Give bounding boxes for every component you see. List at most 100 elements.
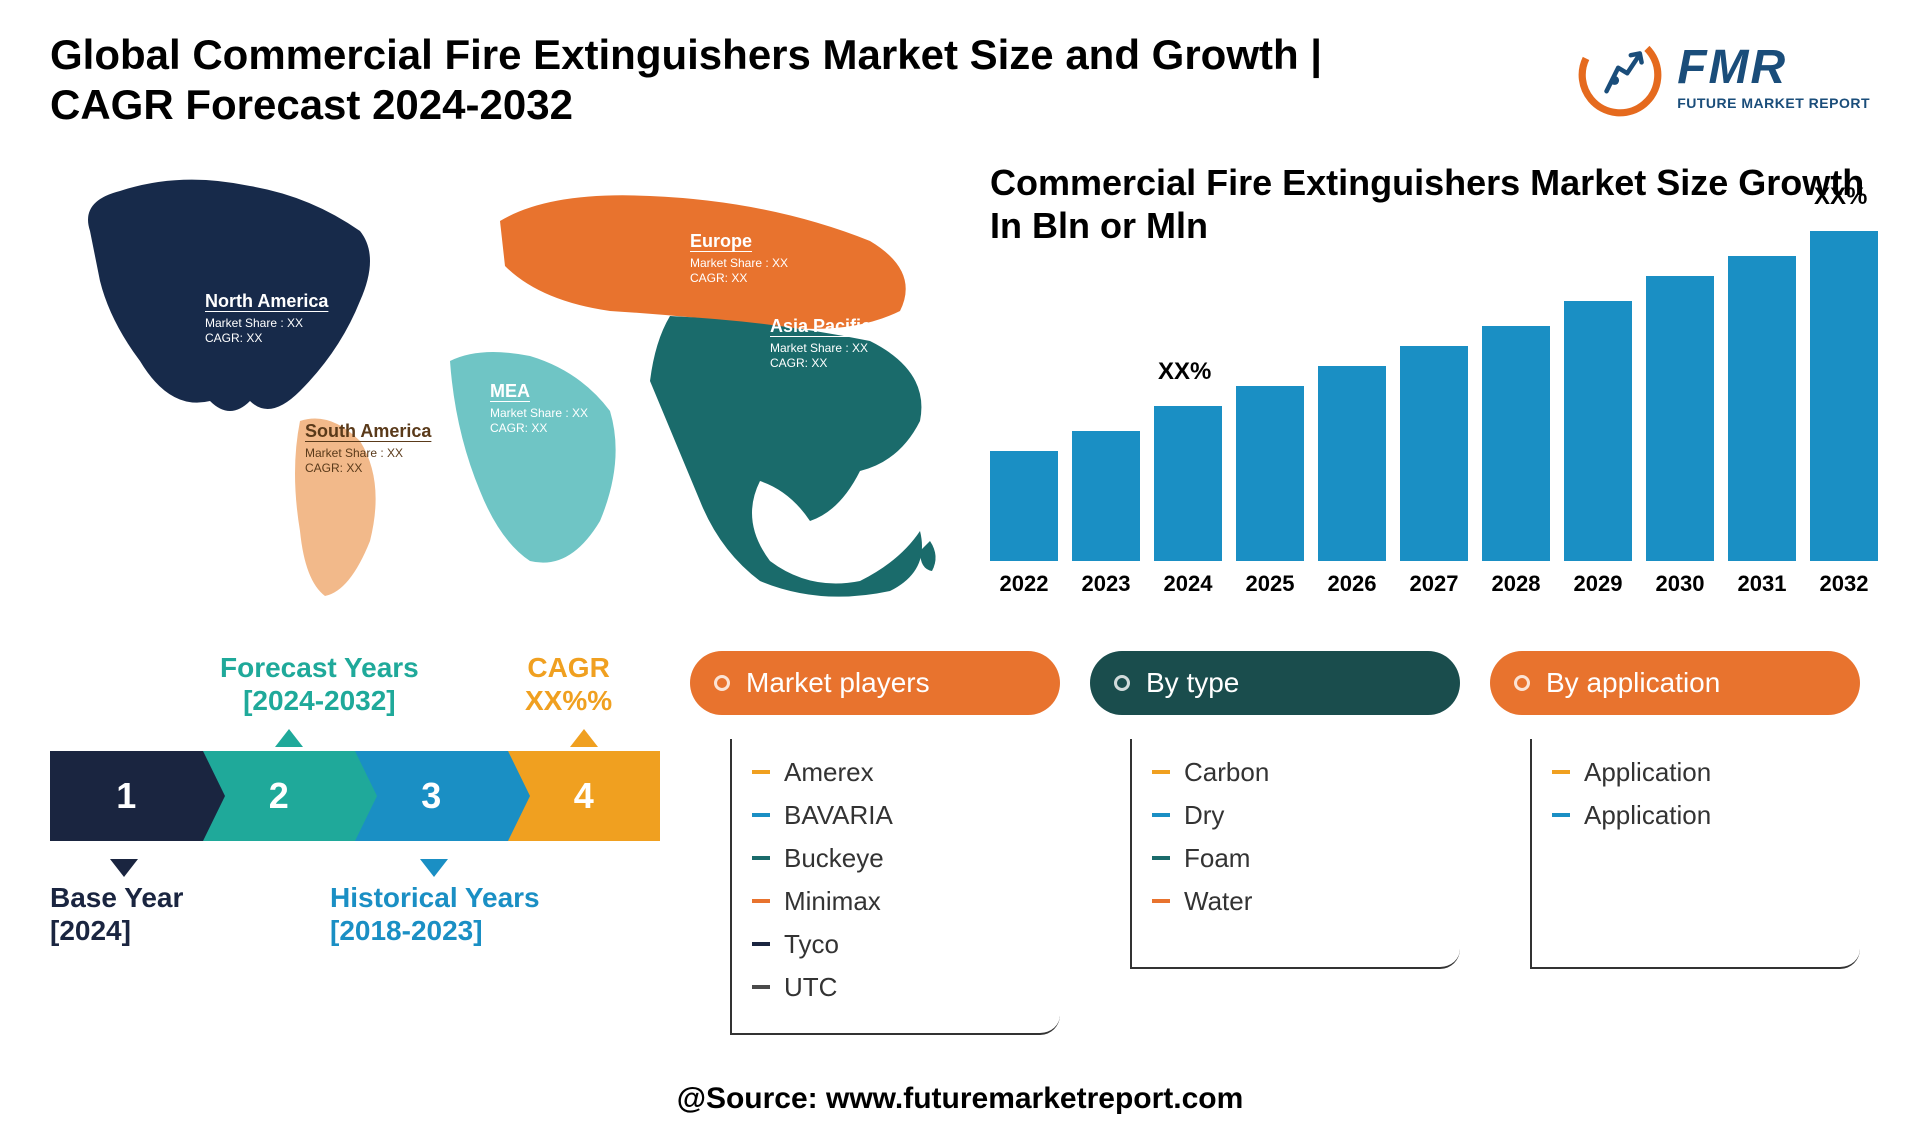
info-list: Amerex BAVARIA Buckeye Minimax Tyco UTC bbox=[730, 739, 1060, 1035]
tick-icon bbox=[1152, 813, 1170, 817]
map-region-europe: EuropeMarket Share : XXCAGR: XX bbox=[690, 231, 788, 287]
fmr-logo: FMR FUTURE MARKET REPORT bbox=[1575, 30, 1870, 120]
info-list: Carbon Dry Foam Water bbox=[1130, 739, 1460, 969]
tick-icon bbox=[752, 942, 770, 946]
world-map: North AmericaMarket Share : XXCAGR: XX So… bbox=[50, 161, 950, 601]
pill-title: By type bbox=[1146, 667, 1239, 699]
bar-2028: 2028 bbox=[1482, 326, 1550, 597]
bar-year-label: 2025 bbox=[1246, 571, 1295, 597]
bar-year-label: 2024 bbox=[1164, 571, 1213, 597]
source-attribution: @Source: www.futuremarketreport.com bbox=[677, 1082, 1244, 1116]
bar-2026: 2026 bbox=[1318, 366, 1386, 597]
map-region-south-america: South AmericaMarket Share : XXCAGR: XX bbox=[305, 421, 431, 477]
bar-rect: XX% bbox=[1810, 231, 1878, 561]
bullet-icon bbox=[1514, 675, 1530, 691]
tick-icon bbox=[752, 813, 770, 817]
bar-rect bbox=[1400, 346, 1468, 561]
forecast-label: Forecast Years[2024-2032] bbox=[220, 651, 419, 718]
timeline-step-4: 4 bbox=[508, 751, 661, 841]
list-item-label: BAVARIA bbox=[784, 800, 893, 831]
list-item: Application bbox=[1532, 751, 1860, 794]
info-col-type: By type Carbon Dry Foam Water bbox=[1090, 651, 1460, 1035]
base-year-label: Base Year[2024] bbox=[50, 881, 183, 948]
bullet-icon bbox=[1114, 675, 1130, 691]
arrow-up-icon bbox=[275, 729, 303, 747]
list-item: Foam bbox=[1132, 837, 1460, 880]
growth-bar-chart: Commercial Fire Extinguishers Market Siz… bbox=[990, 161, 1878, 601]
logo-subtitle: FUTURE MARKET REPORT bbox=[1677, 95, 1870, 111]
bar-year-label: 2032 bbox=[1820, 571, 1869, 597]
arrow-up-icon bbox=[570, 729, 598, 747]
list-item-label: UTC bbox=[784, 972, 837, 1003]
list-item-label: Water bbox=[1184, 886, 1252, 917]
bar-rect bbox=[1236, 386, 1304, 561]
historical-label: Historical Years[2018-2023] bbox=[330, 881, 540, 948]
bar-2031: 2031 bbox=[1728, 256, 1796, 597]
bar-2023: 2023 bbox=[1072, 431, 1140, 597]
bullet-icon bbox=[714, 675, 730, 691]
tick-icon bbox=[752, 985, 770, 989]
tick-icon bbox=[1152, 770, 1170, 774]
bar-2029: 2029 bbox=[1564, 301, 1632, 597]
list-item-label: Amerex bbox=[784, 757, 874, 788]
bar-rect bbox=[1482, 326, 1550, 561]
list-item: Tyco bbox=[732, 923, 1060, 966]
map-region-asia-pacific: Asia PacificMarket Share : XXCAGR: XX bbox=[770, 316, 871, 372]
list-item: Buckeye bbox=[732, 837, 1060, 880]
list-item: Amerex bbox=[732, 751, 1060, 794]
bar-year-label: 2026 bbox=[1328, 571, 1377, 597]
list-item: Dry bbox=[1132, 794, 1460, 837]
list-item: UTC bbox=[732, 966, 1060, 1009]
tick-icon bbox=[1152, 899, 1170, 903]
info-col-application: By application Application Application bbox=[1490, 651, 1860, 1035]
pill-title: Market players bbox=[746, 667, 930, 699]
tick-icon bbox=[752, 770, 770, 774]
timeline-widget: Forecast Years[2024-2032] CAGRXX%% 1234 … bbox=[50, 651, 660, 1035]
arrow-down-icon bbox=[420, 859, 448, 877]
map-region-north-america: North AmericaMarket Share : XXCAGR: XX bbox=[205, 291, 328, 347]
timeline-step-1: 1 bbox=[50, 751, 203, 841]
bar-rect bbox=[1646, 276, 1714, 561]
bar-rect bbox=[1318, 366, 1386, 561]
bar-year-label: 2028 bbox=[1492, 571, 1541, 597]
bar-rect: XX% bbox=[1154, 406, 1222, 561]
list-item: Carbon bbox=[1132, 751, 1460, 794]
bar-rect bbox=[1564, 301, 1632, 561]
bar-annotation: XX% bbox=[1158, 358, 1211, 386]
list-item: Minimax bbox=[732, 880, 1060, 923]
arrow-down-icon bbox=[110, 859, 138, 877]
map-region-mea: MEAMarket Share : XXCAGR: XX bbox=[490, 381, 588, 437]
list-item-label: Application bbox=[1584, 800, 1711, 831]
pill-type: By type bbox=[1090, 651, 1460, 715]
bar-2032: XX% 2032 bbox=[1810, 231, 1878, 597]
chart-title: Commercial Fire Extinguishers Market Siz… bbox=[990, 161, 1878, 247]
bar-2022: 2022 bbox=[990, 451, 1058, 597]
page-title: Global Commercial Fire Extinguishers Mar… bbox=[50, 30, 1350, 131]
timeline-step-2: 2 bbox=[203, 751, 356, 841]
list-item-label: Minimax bbox=[784, 886, 881, 917]
timeline-step-3: 3 bbox=[355, 751, 508, 841]
bar-year-label: 2027 bbox=[1410, 571, 1459, 597]
bar-rect bbox=[990, 451, 1058, 561]
logo-abbr: FMR bbox=[1677, 40, 1870, 95]
info-col-players: Market players Amerex BAVARIA Buckeye Minima… bbox=[690, 651, 1060, 1035]
list-item-label: Foam bbox=[1184, 843, 1250, 874]
bar-annotation: XX% bbox=[1814, 183, 1867, 211]
info-list: Application Application bbox=[1530, 739, 1860, 969]
bar-2024: XX% 2024 bbox=[1154, 406, 1222, 597]
tick-icon bbox=[752, 899, 770, 903]
bar-year-label: 2022 bbox=[1000, 571, 1049, 597]
tick-icon bbox=[1552, 770, 1570, 774]
fmr-logo-icon bbox=[1575, 30, 1665, 120]
cagr-label: CAGRXX%% bbox=[525, 651, 612, 718]
list-item-label: Buckeye bbox=[784, 843, 884, 874]
list-item-label: Dry bbox=[1184, 800, 1224, 831]
pill-application: By application bbox=[1490, 651, 1860, 715]
tick-icon bbox=[752, 856, 770, 860]
bar-2030: 2030 bbox=[1646, 276, 1714, 597]
list-item-label: Application bbox=[1584, 757, 1711, 788]
bar-year-label: 2029 bbox=[1574, 571, 1623, 597]
pill-players: Market players bbox=[690, 651, 1060, 715]
tick-icon bbox=[1152, 856, 1170, 860]
bar-year-label: 2030 bbox=[1656, 571, 1705, 597]
